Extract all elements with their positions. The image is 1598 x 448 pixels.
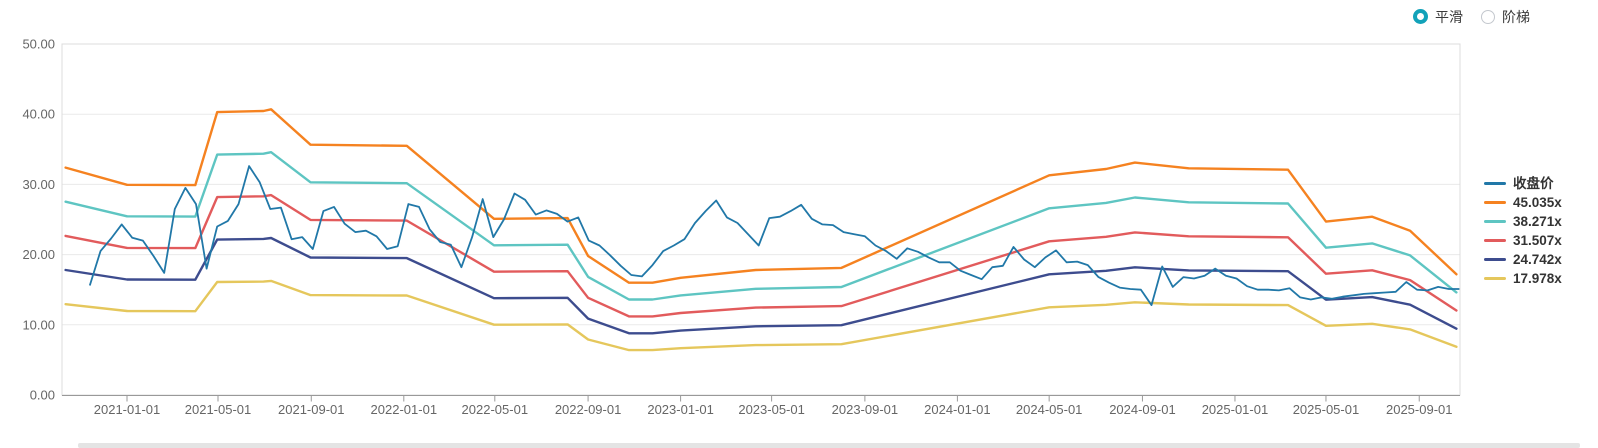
legend-item[interactable]: 31.507x [1484,234,1562,248]
legend-item[interactable]: 38.271x [1484,215,1562,229]
legend-item[interactable]: 24.742x [1484,253,1562,267]
x-axis-label: 2025-01-01 [1202,402,1269,417]
legend-label: 17.978x [1513,271,1562,286]
y-axis-label: 10.00 [22,317,55,332]
pe-band-line-45.035x[interactable] [64,108,1458,284]
legend-swatch [1484,239,1506,243]
x-axis-label: 2025-09-01 [1386,402,1453,417]
close-price-line[interactable] [88,165,1460,307]
legend-label: 38.271x [1513,214,1562,229]
y-axis-label: 30.00 [22,177,55,192]
y-axis-label: 20.00 [22,247,55,262]
legend-item[interactable]: 收盘价 [1484,177,1562,191]
plot-border [61,43,1461,396]
legend-item[interactable]: 45.035x [1484,196,1562,210]
x-axis-label: 2024-09-01 [1109,402,1176,417]
x-axis-label: 2022-09-01 [555,402,622,417]
y-axis-label: 0.00 [30,388,55,403]
x-axis-label: 2021-09-01 [278,402,345,417]
radio-smooth[interactable]: 平滑 [1413,9,1463,24]
radio-smooth-label: 平滑 [1435,8,1463,25]
radio-unselected-icon [1481,9,1495,24]
x-axis-label: 2021-01-01 [94,402,161,417]
radio-selected-icon [1413,9,1428,24]
x-axis-label: 2022-01-01 [371,402,438,417]
x-axis-label: 2022-05-01 [462,402,529,417]
x-axis-label: 2023-05-01 [738,402,805,417]
radio-step[interactable]: 阶梯 [1481,8,1530,25]
x-axis-label: 2024-01-01 [924,402,991,417]
legend-swatch [1484,220,1506,224]
pe-band-line-24.742x[interactable] [64,236,1458,335]
valuation-band-chart[interactable]: 0.00 10.00 20.00 30.00 40.00 50.00 2021-01-01 2… [0,0,1478,432]
legend-label: 45.035x [1513,195,1562,210]
pe-band-line-31.507x[interactable] [64,193,1458,318]
legend-label: 收盘价 [1513,176,1554,191]
curve-mode-radio-group: 平滑 阶梯 [1413,9,1530,24]
x-axis-label: 2023-09-01 [832,402,899,417]
legend-label: 24.742x [1513,252,1562,267]
x-axis-label: 2025-05-01 [1293,402,1360,417]
x-axis-label: 2021-05-01 [185,402,252,417]
legend-swatch [1484,277,1506,281]
pe-band-line-17.978x[interactable] [64,279,1458,352]
legend-swatch [1484,201,1506,205]
pe-band-line-38.271x[interactable] [64,150,1458,301]
legend-item[interactable]: 17.978x [1484,272,1562,286]
radio-step-label: 阶梯 [1502,8,1530,25]
horizontal-scrollbar[interactable] [78,443,1580,448]
legend-swatch [1484,258,1506,262]
legend-label: 31.507x [1513,233,1562,248]
y-axis-label: 40.00 [22,107,55,122]
x-axis-label: 2023-01-01 [647,402,714,417]
y-axis-label: 50.00 [22,37,55,52]
legend-swatch [1484,182,1506,186]
chart-legend: 收盘价 45.035x 38.271x 31.507x 24.742x 17.978x [1484,177,1562,291]
x-axis-label: 2024-05-01 [1016,402,1083,417]
